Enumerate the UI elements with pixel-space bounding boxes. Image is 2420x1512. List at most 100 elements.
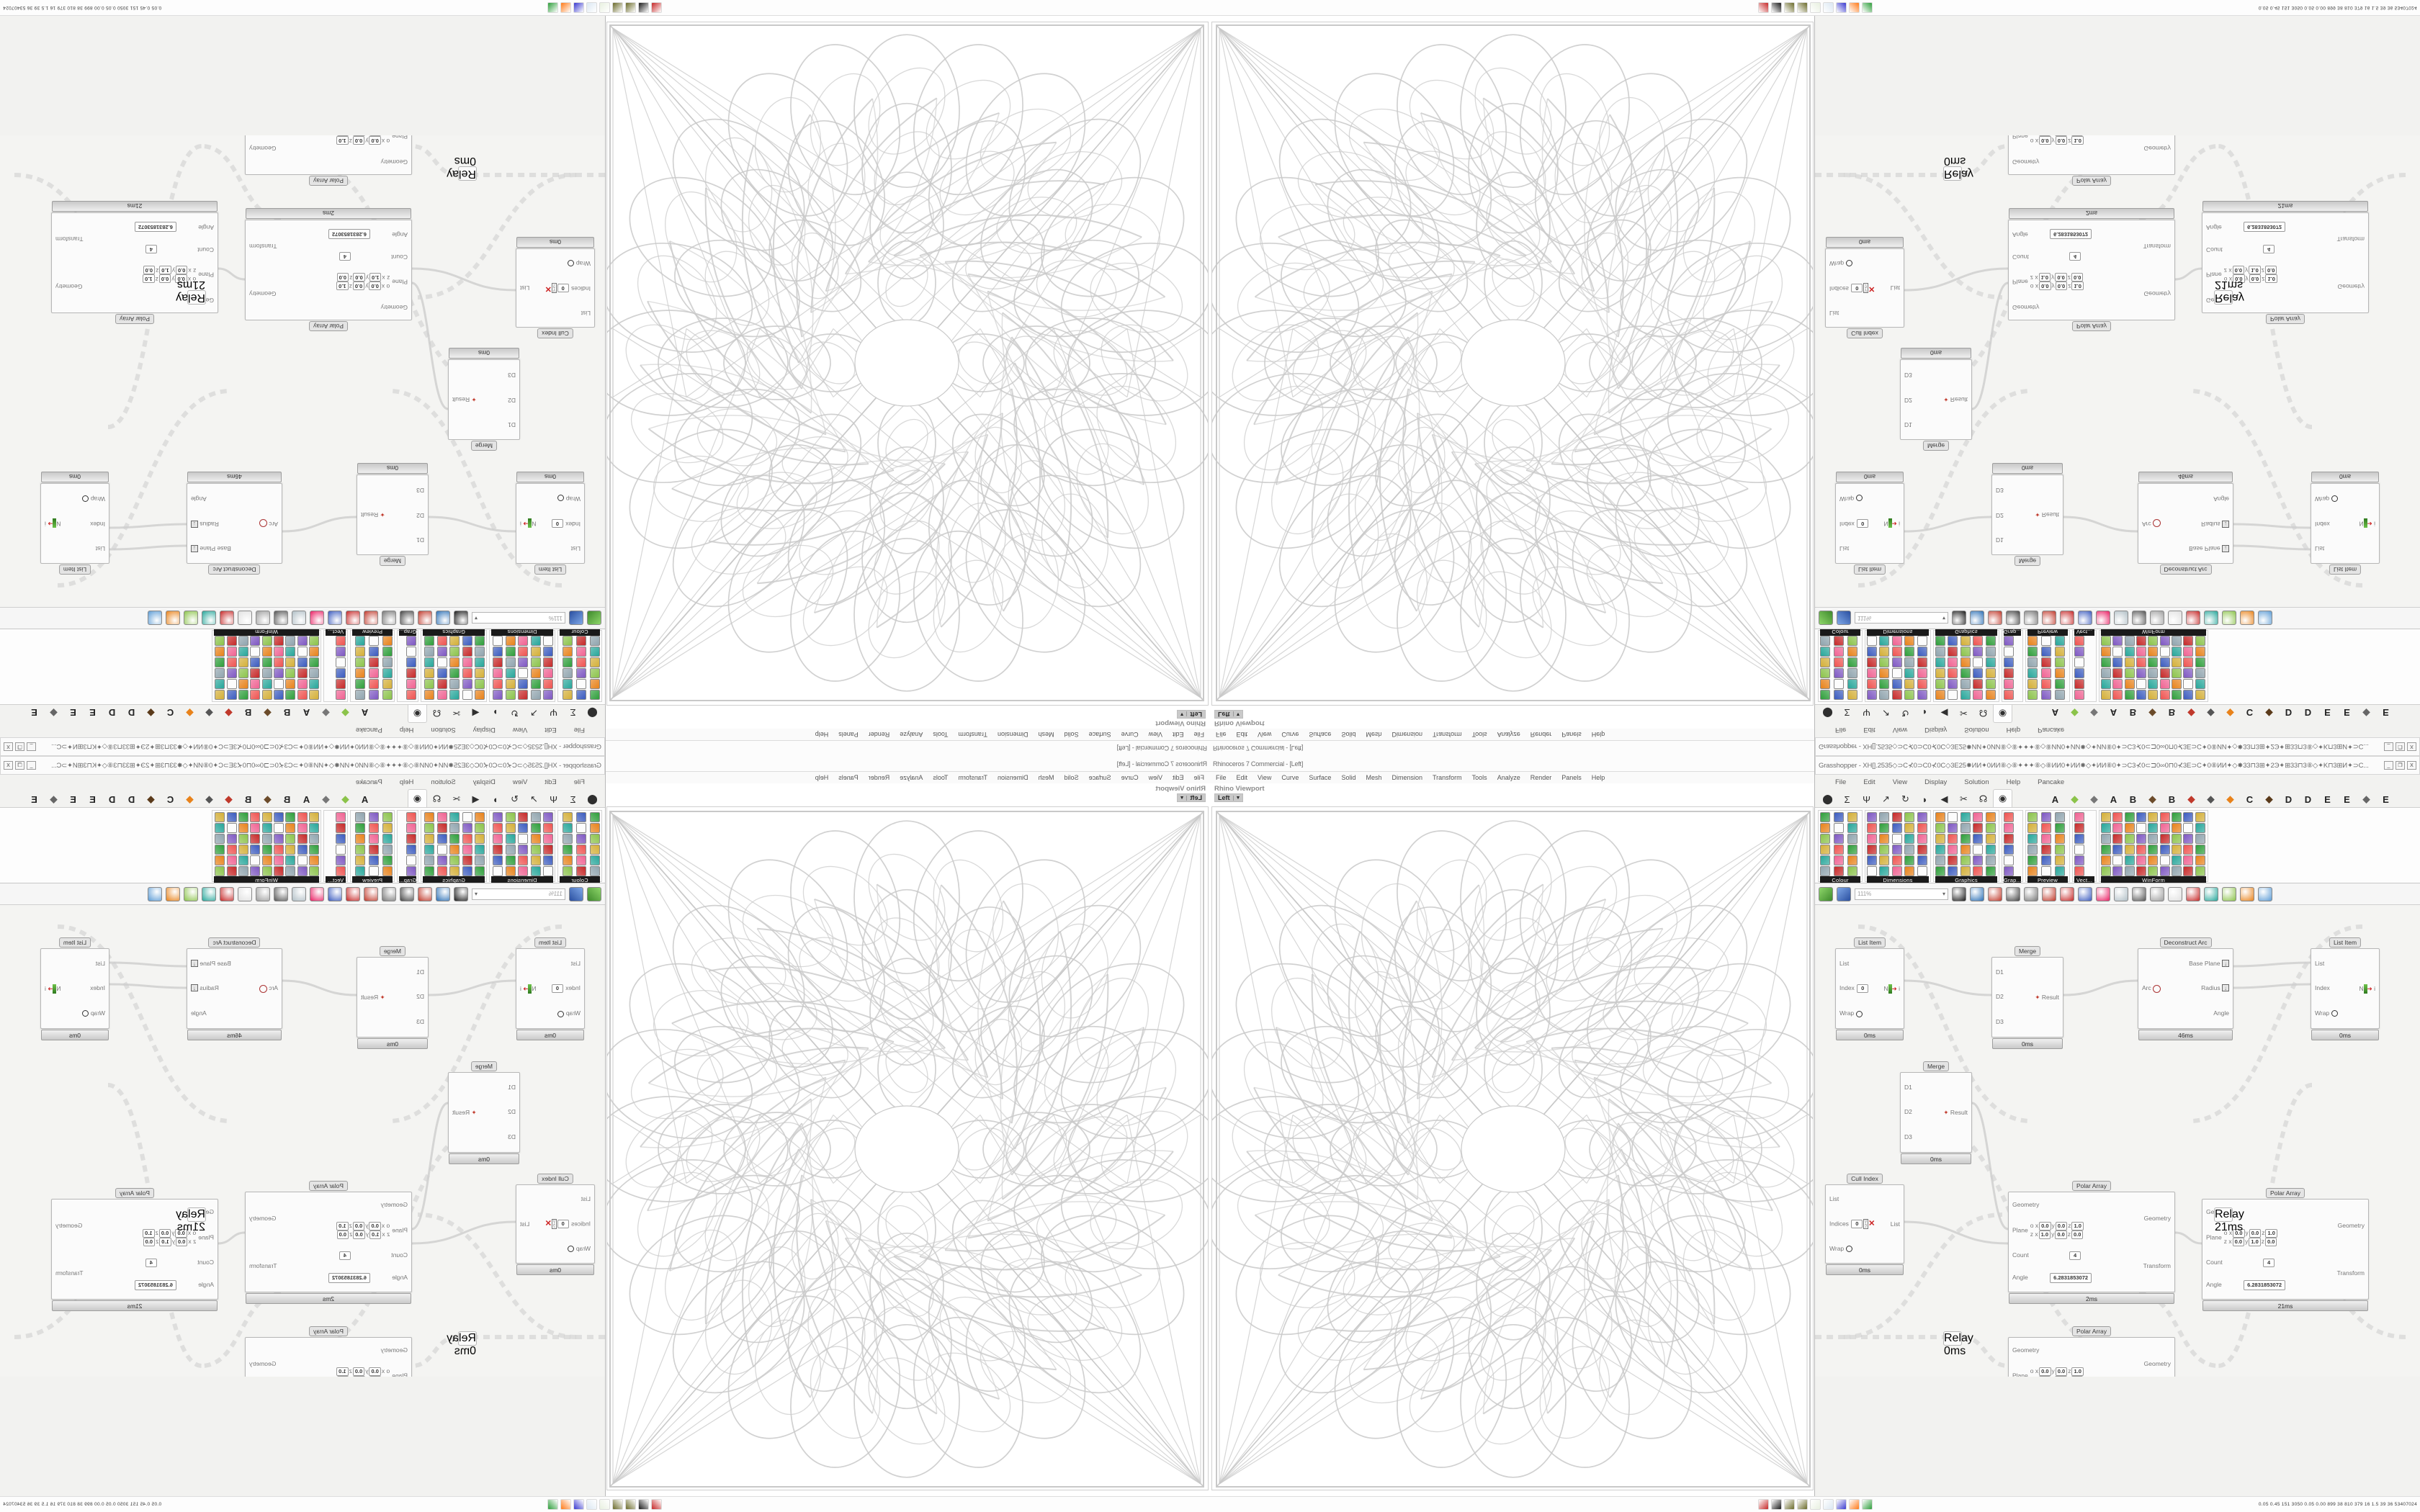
component-icon[interactable] xyxy=(2004,812,2014,822)
component-icon[interactable] xyxy=(449,657,460,667)
component-icon[interactable] xyxy=(475,668,485,678)
cluster-icon[interactable] xyxy=(2024,886,2038,901)
component-icon[interactable] xyxy=(1973,679,1984,689)
component-icon[interactable] xyxy=(2055,845,2065,855)
node-output-radius[interactable]: Radius ↓ xyxy=(2201,984,2229,992)
component-icon[interactable] xyxy=(297,845,308,855)
component-icon[interactable] xyxy=(2148,679,2159,689)
maximize-button[interactable]: ❐ xyxy=(15,742,24,751)
taskbar-green-disk-icon[interactable] xyxy=(547,1499,559,1510)
component-icon[interactable] xyxy=(2055,812,2065,822)
node-input-list[interactable]: List xyxy=(95,959,105,967)
component-icon[interactable] xyxy=(505,812,516,822)
component-icon[interactable] xyxy=(576,647,586,657)
zoom-extents-icon[interactable] xyxy=(1952,886,1966,901)
component-icon[interactable] xyxy=(285,855,296,865)
zoom-level-combobox[interactable]: 111% ▾ xyxy=(472,612,565,624)
component-icon[interactable] xyxy=(274,866,284,876)
component-icon[interactable] xyxy=(355,845,365,855)
tab-extra-17[interactable]: E xyxy=(2383,793,2389,805)
component-icon[interactable] xyxy=(2171,866,2182,876)
component-icon[interactable] xyxy=(382,823,393,833)
component-icon[interactable] xyxy=(462,657,472,667)
component-icon[interactable] xyxy=(576,866,586,876)
node-output-result[interactable]: ✦ Result xyxy=(1943,396,1968,404)
tab-transform-icon[interactable]: ☊ xyxy=(432,793,442,804)
bake-icon[interactable] xyxy=(1988,611,2002,626)
node-input-list[interactable]: List xyxy=(1829,1195,1839,1202)
preview-icon[interactable] xyxy=(436,886,450,901)
node-input-d3[interactable]: D3 xyxy=(1904,1133,1912,1141)
rhino-menu-edit[interactable]: Edit xyxy=(1172,774,1184,781)
component-icon[interactable] xyxy=(2183,668,2194,678)
orange-preview-icon[interactable] xyxy=(2240,886,2254,901)
ghosted-icon[interactable] xyxy=(238,611,252,626)
component-icon[interactable] xyxy=(1834,855,1844,865)
component-icon[interactable] xyxy=(2136,855,2146,865)
component-icon[interactable] xyxy=(1917,855,1927,865)
rhino-menu-transform[interactable]: Transform xyxy=(958,731,987,738)
component-icon[interactable] xyxy=(1834,668,1844,678)
capsule-icon[interactable] xyxy=(2006,611,2020,626)
tab-extra-1[interactable]: ◆ xyxy=(2071,793,2079,804)
component-icon[interactable] xyxy=(1935,855,1945,865)
search-icon[interactable] xyxy=(2078,611,2092,626)
rhino-menu-help[interactable]: Help xyxy=(1591,731,1605,738)
chevron-down-icon[interactable]: ▾ xyxy=(1942,891,1945,897)
component-icon[interactable] xyxy=(355,823,365,833)
component-icon[interactable] xyxy=(493,855,503,865)
node-input-d3[interactable]: D3 xyxy=(1904,371,1912,379)
component-icon[interactable] xyxy=(475,834,485,844)
tab-vector-icon[interactable]: ↗ xyxy=(530,708,538,719)
component-icon[interactable] xyxy=(2101,823,2111,833)
component-icon[interactable] xyxy=(563,690,573,700)
component-icon[interactable] xyxy=(1935,668,1945,678)
gh-relay-relay2[interactable]: Relay 0ms xyxy=(447,155,477,181)
rhino-viewport-selector[interactable]: Left ▼ xyxy=(1176,710,1206,719)
component-icon[interactable] xyxy=(543,690,553,700)
component-icon[interactable] xyxy=(1847,668,1857,678)
component-icon[interactable] xyxy=(563,812,573,822)
component-icon[interactable] xyxy=(1834,823,1844,833)
component-icon[interactable] xyxy=(505,657,516,667)
save-file-icon[interactable] xyxy=(1837,886,1851,901)
taskbar-save-64-icon[interactable] xyxy=(573,2,585,13)
node-input-wrap[interactable]: Wrap xyxy=(1829,1245,1852,1253)
taskbar-olive-sphere-icon[interactable] xyxy=(612,2,624,13)
node-input-angle[interactable]: Angle 6.2831853072 xyxy=(134,221,214,232)
component-icon[interactable] xyxy=(424,855,435,865)
tab-mesh-icon[interactable]: ◀ xyxy=(1940,793,1948,804)
tab-extra-0[interactable]: A xyxy=(2051,707,2059,719)
component-icon[interactable] xyxy=(2183,812,2194,822)
component-icon[interactable] xyxy=(475,679,485,689)
node-output-transform[interactable]: Transform xyxy=(2336,1269,2365,1277)
component-icon[interactable] xyxy=(1847,855,1857,865)
component-icon[interactable] xyxy=(1917,812,1927,822)
component-icon[interactable] xyxy=(1985,690,1996,700)
node-output-result[interactable]: ✦ Result xyxy=(361,511,385,519)
component-icon[interactable] xyxy=(576,845,586,855)
component-icon[interactable] xyxy=(309,668,319,678)
node-output-transform[interactable]: Transform xyxy=(55,1269,84,1277)
component-icon[interactable] xyxy=(1820,855,1830,865)
tab-extra-7[interactable]: ◆ xyxy=(2187,793,2195,804)
component-icon[interactable] xyxy=(369,866,379,876)
green-preview-icon[interactable] xyxy=(202,886,216,901)
component-icon[interactable] xyxy=(1960,866,1971,876)
rhino-menu-dimension[interactable]: Dimension xyxy=(1392,731,1422,738)
component-icon[interactable] xyxy=(2041,657,2051,667)
component-icon[interactable] xyxy=(2183,636,2194,646)
component-icon[interactable] xyxy=(2004,834,2014,844)
node-input-wrap[interactable]: Wrap xyxy=(1839,1009,1863,1017)
component-icon[interactable] xyxy=(309,855,319,865)
green-preview-icon[interactable] xyxy=(2204,886,2218,901)
help-icon[interactable] xyxy=(2096,611,2110,626)
node-output-radius[interactable]: Radius ↓ xyxy=(2201,520,2229,528)
component-icon[interactable] xyxy=(2136,679,2146,689)
node-input-d3[interactable]: D3 xyxy=(508,1133,516,1141)
component-icon[interactable] xyxy=(475,855,485,865)
